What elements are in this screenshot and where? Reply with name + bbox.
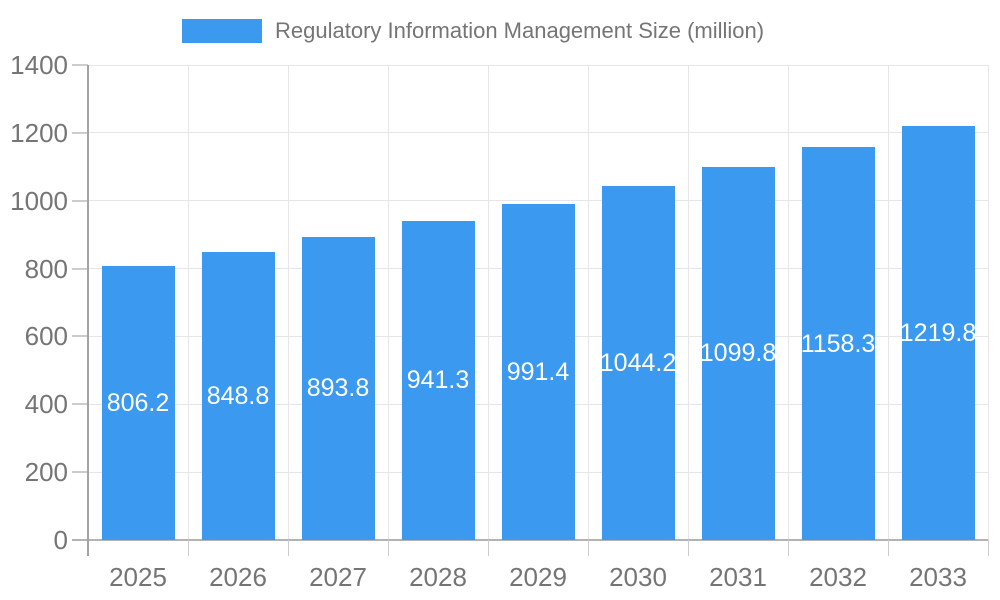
hgrid-line xyxy=(88,64,988,66)
x-tick xyxy=(87,540,89,556)
y-tick xyxy=(72,131,88,134)
zero-line xyxy=(88,539,988,541)
bar-value-label: 1219.8 xyxy=(899,319,977,348)
x-axis-label: 2030 xyxy=(609,562,667,592)
vgrid-line xyxy=(987,65,989,540)
y-tick xyxy=(72,64,88,66)
bar-value-label: 848.8 xyxy=(206,382,270,410)
x-tick xyxy=(787,540,789,556)
bar[interactable] xyxy=(301,236,375,540)
x-axis-label: 2026 xyxy=(209,562,267,592)
x-tick xyxy=(587,540,589,556)
vgrid-line xyxy=(287,65,289,540)
bar[interactable] xyxy=(501,203,575,540)
y-axis-line xyxy=(87,65,89,540)
bar-value-label: 893.8 xyxy=(306,374,370,403)
bar[interactable] xyxy=(101,266,175,540)
bar[interactable] xyxy=(701,166,775,540)
x-tick xyxy=(187,540,189,556)
y-tick xyxy=(72,403,88,406)
x-tick xyxy=(987,540,989,556)
x-axis-label: 2025 xyxy=(109,562,167,592)
x-axis-label: 2032 xyxy=(809,562,867,592)
bar-value-label: 941.3 xyxy=(406,366,470,395)
bar[interactable] xyxy=(901,126,975,540)
x-tick xyxy=(487,540,489,556)
bar-value-label: 806.2 xyxy=(106,389,170,418)
bar-value-label: 991.4 xyxy=(506,357,570,386)
y-axis-label: 800 xyxy=(24,253,68,284)
y-axis-label: 400 xyxy=(24,389,68,420)
vgrid-line xyxy=(887,65,889,540)
y-tick xyxy=(72,267,88,270)
y-tick xyxy=(72,335,88,338)
plot-area: 0 200 400 600 800 1000 1200 1400 806.2 2025 848.8 2… xyxy=(10,52,989,590)
legend-label[interactable]: Regulatory Information Management Size (… xyxy=(275,18,765,43)
vgrid-line xyxy=(587,65,589,540)
x-tick xyxy=(287,540,289,556)
x-axis-label: 2029 xyxy=(509,562,567,592)
x-tick xyxy=(387,540,389,556)
x-tick xyxy=(687,540,689,556)
vgrid-line xyxy=(387,65,389,540)
bar[interactable] xyxy=(601,185,675,540)
y-axis-label: 600 xyxy=(24,321,68,352)
bar-value-label: 1044.2 xyxy=(599,348,677,377)
x-axis-label: 2031 xyxy=(709,562,767,592)
vgrid-line xyxy=(487,65,489,540)
y-tick xyxy=(72,539,88,541)
y-axis-label: 1200 xyxy=(10,117,68,148)
bar[interactable] xyxy=(201,252,275,540)
x-axis-label: 2033 xyxy=(909,562,967,592)
vgrid-line xyxy=(687,65,689,540)
x-axis-label: 2028 xyxy=(409,562,467,592)
bar-value-label: 1158.3 xyxy=(800,329,876,358)
vgrid-line xyxy=(187,65,189,540)
y-tick xyxy=(72,199,88,202)
x-tick xyxy=(887,540,889,556)
legend: Regulatory Information Management Size (… xyxy=(182,17,764,45)
vgrid-line xyxy=(787,65,789,540)
bar[interactable] xyxy=(401,220,475,540)
y-axis-label: 0 xyxy=(53,525,68,555)
legend-swatch[interactable] xyxy=(182,19,262,43)
y-axis-label: 1000 xyxy=(10,185,68,216)
bar[interactable] xyxy=(801,147,875,540)
hgrid-line xyxy=(88,200,988,202)
y-tick xyxy=(72,471,88,474)
hgrid-line xyxy=(88,132,988,134)
y-axis-label: 1400 xyxy=(10,50,68,80)
y-axis-label: 200 xyxy=(24,457,68,488)
x-axis-label: 2027 xyxy=(309,562,367,592)
bar-value-label: 1099.8 xyxy=(699,339,777,368)
